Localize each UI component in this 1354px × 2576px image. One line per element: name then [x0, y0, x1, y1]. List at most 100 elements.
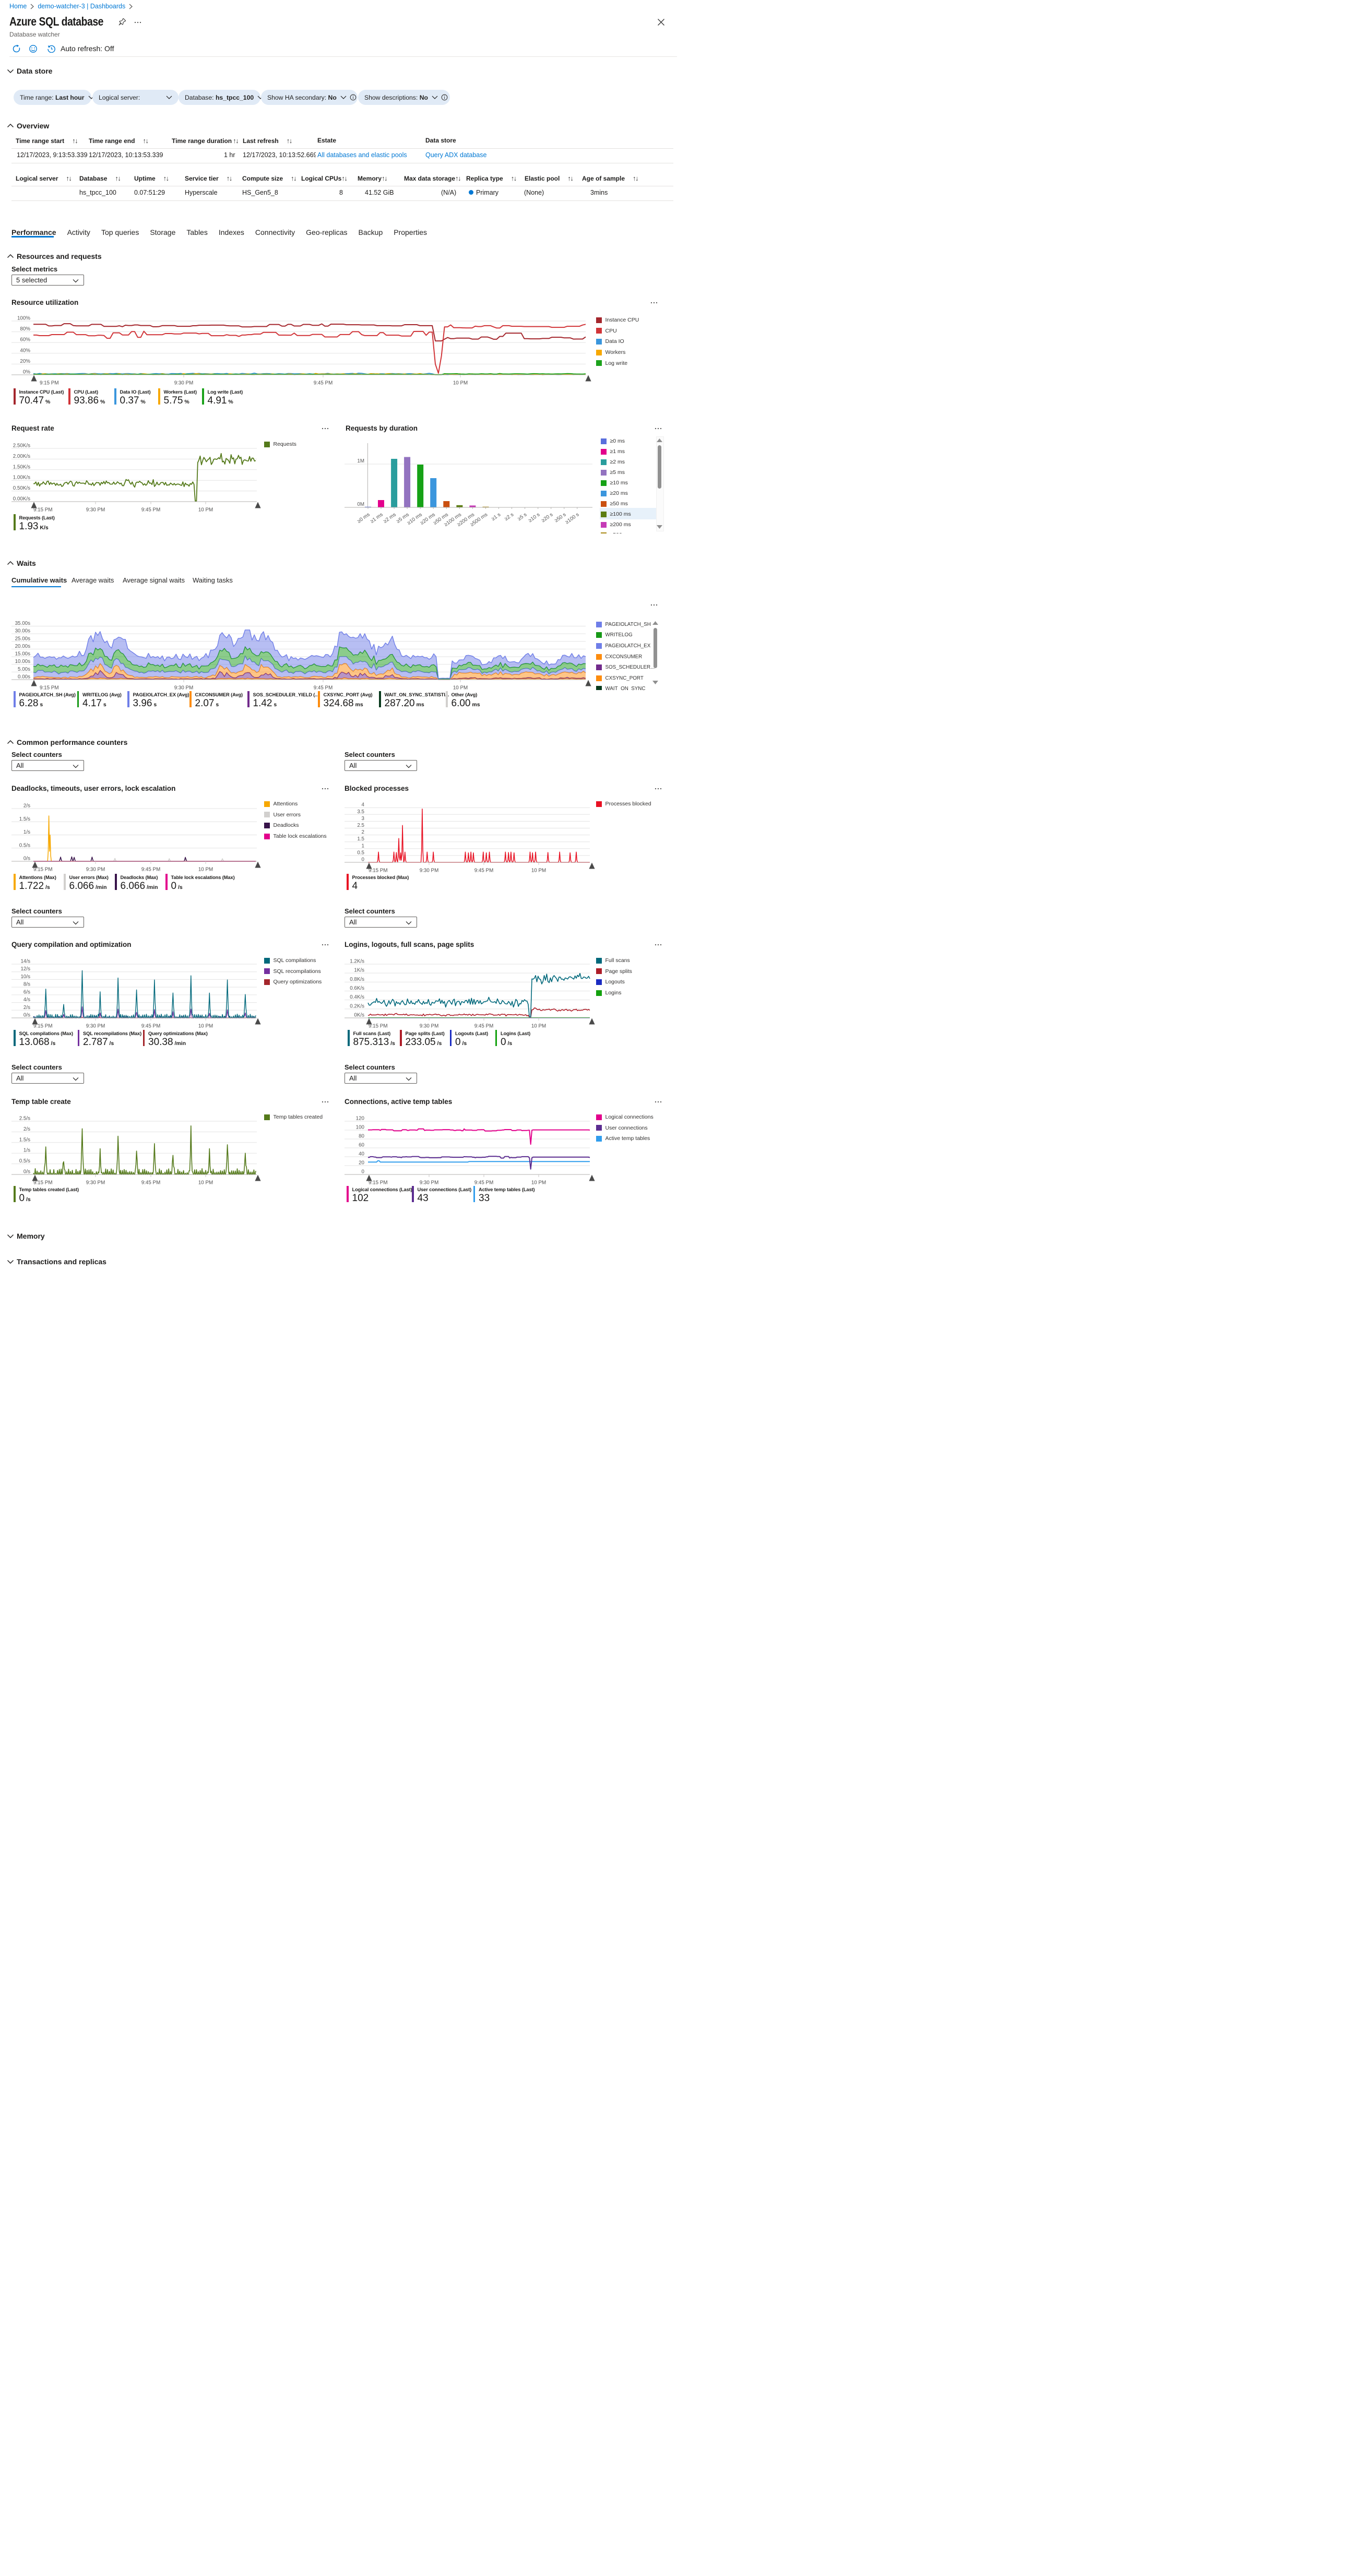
svg-text:9:45 PM: 9:45 PM: [314, 685, 333, 691]
svg-text:9:30 PM: 9:30 PM: [174, 381, 194, 386]
svg-text:0.00s: 0.00s: [18, 674, 30, 680]
svg-text:2/s: 2/s: [23, 803, 30, 809]
svg-text:4/s: 4/s: [23, 997, 30, 1003]
svg-text:1.00K/s: 1.00K/s: [13, 475, 30, 481]
svg-text:1K/s: 1K/s: [354, 968, 364, 974]
svg-text:0: 0: [362, 1169, 365, 1175]
svg-text:≥0 ms: ≥0 ms: [357, 512, 371, 524]
svg-text:8/s: 8/s: [23, 982, 30, 988]
svg-text:2: 2: [362, 829, 364, 835]
svg-text:9:15 PM: 9:15 PM: [369, 1180, 388, 1186]
svg-text:9:45 PM: 9:45 PM: [474, 1024, 494, 1029]
svg-text:20.00s: 20.00s: [15, 644, 31, 649]
svg-text:9:45 PM: 9:45 PM: [314, 381, 333, 386]
svg-text:60: 60: [359, 1143, 364, 1148]
svg-text:10 PM: 10 PM: [198, 1180, 213, 1186]
svg-text:≥5 s: ≥5 s: [517, 512, 528, 522]
svg-text:3: 3: [362, 816, 365, 822]
svg-text:0.2K/s: 0.2K/s: [350, 1003, 364, 1009]
svg-text:1/s: 1/s: [23, 829, 30, 835]
svg-text:120: 120: [356, 1116, 365, 1122]
svg-text:14/s: 14/s: [20, 959, 30, 965]
svg-text:9:15 PM: 9:15 PM: [40, 685, 59, 691]
svg-text:9:45 PM: 9:45 PM: [474, 1180, 494, 1186]
svg-text:2.5: 2.5: [357, 823, 364, 828]
svg-text:10 PM: 10 PM: [198, 507, 213, 513]
svg-text:≥20 s: ≥20 s: [541, 512, 554, 524]
svg-text:9:30 PM: 9:30 PM: [86, 507, 105, 513]
svg-text:9:15 PM: 9:15 PM: [40, 381, 59, 386]
svg-text:100%: 100%: [17, 316, 30, 322]
svg-text:9:45 PM: 9:45 PM: [474, 868, 494, 874]
svg-text:3.5: 3.5: [357, 809, 364, 815]
svg-text:2.50K/s: 2.50K/s: [13, 443, 30, 449]
svg-text:1.5: 1.5: [357, 836, 364, 842]
svg-text:2.00K/s: 2.00K/s: [13, 454, 30, 459]
svg-text:0/s: 0/s: [23, 1013, 30, 1018]
svg-text:9:15 PM: 9:15 PM: [33, 1024, 53, 1029]
svg-text:9:45 PM: 9:45 PM: [141, 867, 161, 873]
svg-text:≥2 s: ≥2 s: [504, 512, 515, 522]
svg-text:0.50K/s: 0.50K/s: [13, 485, 30, 491]
svg-text:0/s: 0/s: [23, 856, 30, 862]
svg-text:2.5/s: 2.5/s: [19, 1116, 30, 1122]
svg-text:0/s: 0/s: [23, 1169, 30, 1175]
svg-text:9:30 PM: 9:30 PM: [420, 868, 439, 874]
svg-text:0.00K/s: 0.00K/s: [13, 496, 30, 502]
svg-text:30.00s: 30.00s: [15, 628, 31, 634]
svg-text:5.00s: 5.00s: [18, 667, 30, 672]
svg-text:9:15 PM: 9:15 PM: [33, 867, 53, 873]
svg-text:0.5: 0.5: [357, 850, 364, 856]
svg-text:1.5/s: 1.5/s: [19, 816, 30, 822]
svg-text:4: 4: [362, 802, 365, 808]
svg-text:100: 100: [356, 1125, 365, 1131]
svg-text:10 PM: 10 PM: [531, 868, 546, 874]
svg-text:0.5/s: 0.5/s: [19, 1158, 30, 1164]
svg-text:9:30 PM: 9:30 PM: [86, 867, 105, 873]
svg-text:1.2K/s: 1.2K/s: [350, 959, 364, 965]
svg-text:≥1 ms: ≥1 ms: [370, 512, 384, 524]
svg-text:0%: 0%: [23, 370, 30, 375]
svg-text:9:30 PM: 9:30 PM: [174, 685, 194, 691]
svg-text:2/s: 2/s: [23, 1126, 30, 1132]
svg-text:12/s: 12/s: [20, 966, 30, 972]
svg-text:10 PM: 10 PM: [453, 381, 468, 386]
svg-text:10/s: 10/s: [20, 974, 30, 980]
svg-text:9:30 PM: 9:30 PM: [86, 1180, 105, 1186]
svg-text:80%: 80%: [20, 326, 30, 332]
svg-text:25.00s: 25.00s: [15, 636, 31, 642]
svg-text:0M: 0M: [357, 502, 364, 507]
svg-text:0K/s: 0K/s: [354, 1013, 364, 1018]
svg-text:0.4K/s: 0.4K/s: [350, 994, 364, 1000]
svg-text:6/s: 6/s: [23, 989, 30, 995]
svg-text:40%: 40%: [20, 348, 30, 353]
svg-text:40: 40: [359, 1152, 364, 1157]
svg-text:0.8K/s: 0.8K/s: [350, 977, 364, 982]
svg-text:9:45 PM: 9:45 PM: [141, 1024, 161, 1029]
svg-text:≥1 s: ≥1 s: [491, 512, 502, 522]
svg-text:≥100 s: ≥100 s: [564, 512, 580, 525]
svg-text:10.00s: 10.00s: [15, 659, 31, 664]
svg-text:0.5/s: 0.5/s: [19, 842, 30, 848]
svg-text:9:30 PM: 9:30 PM: [420, 1180, 439, 1186]
svg-text:9:45 PM: 9:45 PM: [141, 1180, 161, 1186]
svg-text:1/s: 1/s: [23, 1148, 30, 1154]
svg-text:1M: 1M: [357, 458, 364, 464]
svg-text:9:15 PM: 9:15 PM: [33, 1180, 53, 1186]
svg-text:9:30 PM: 9:30 PM: [420, 1024, 439, 1029]
svg-text:20%: 20%: [20, 359, 30, 364]
svg-text:≥10 s: ≥10 s: [528, 512, 541, 524]
svg-text:60%: 60%: [20, 337, 30, 343]
svg-text:10 PM: 10 PM: [531, 1024, 546, 1029]
svg-text:1.50K/s: 1.50K/s: [13, 464, 30, 470]
svg-text:9:15 PM: 9:15 PM: [33, 507, 53, 513]
svg-text:1.5/s: 1.5/s: [19, 1137, 30, 1143]
svg-text:9:45 PM: 9:45 PM: [141, 507, 161, 513]
svg-text:10 PM: 10 PM: [453, 685, 468, 691]
svg-text:0: 0: [362, 857, 365, 863]
svg-text:35.00s: 35.00s: [15, 621, 31, 626]
svg-text:10 PM: 10 PM: [531, 1180, 546, 1186]
svg-text:≥2 ms: ≥2 ms: [383, 512, 397, 524]
svg-text:10 PM: 10 PM: [198, 1024, 213, 1029]
svg-text:9:15 PM: 9:15 PM: [369, 868, 388, 874]
